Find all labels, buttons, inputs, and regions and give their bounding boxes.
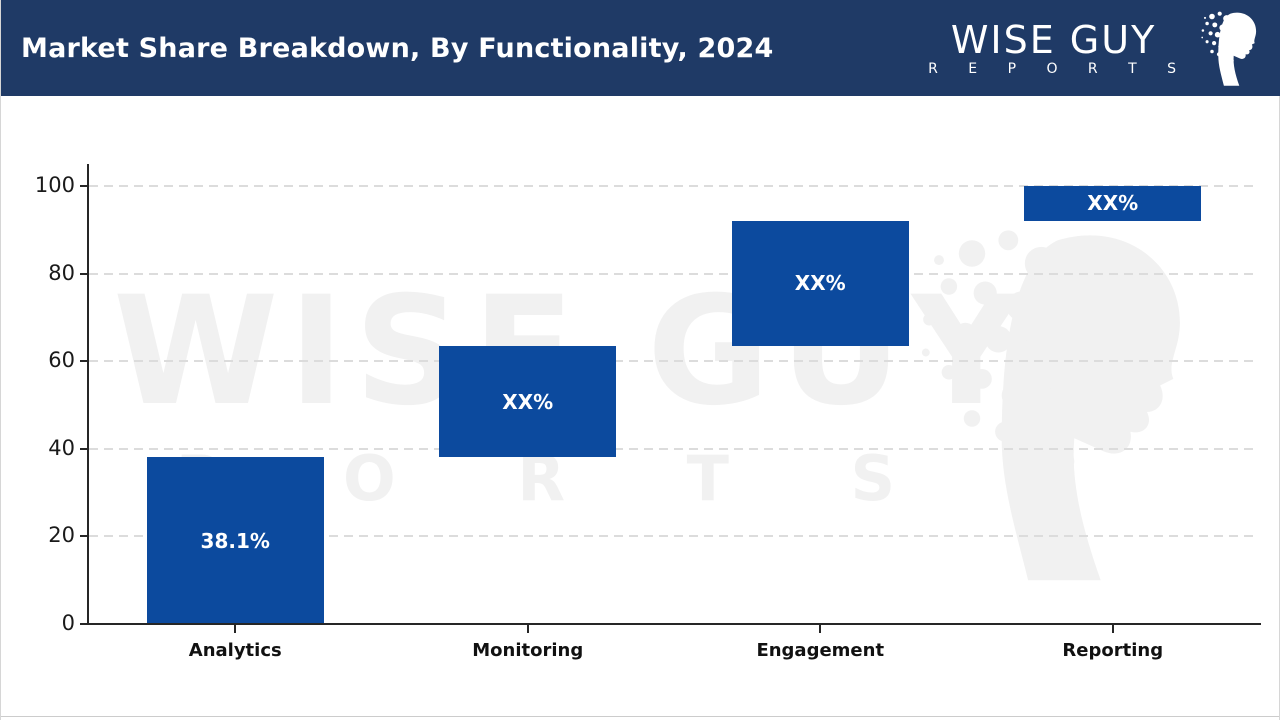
- bar-value-label: XX%: [502, 389, 554, 414]
- x-axis-line: [87, 623, 1261, 625]
- x-tick-label: Reporting: [1062, 640, 1164, 661]
- y-tick-mark: [80, 360, 87, 363]
- gridline: [89, 185, 1259, 187]
- y-tick-label: 80: [48, 260, 75, 285]
- bar-value-label: XX%: [1087, 191, 1139, 216]
- x-tick-mark: [819, 625, 822, 633]
- y-tick-label: 0: [61, 611, 75, 635]
- x-tick-label: Engagement: [756, 640, 885, 661]
- logo-subtitle: R E P O R T S: [928, 60, 1189, 77]
- gridline: [89, 272, 1259, 275]
- y-tick-label: 20: [48, 523, 75, 548]
- y-tick-mark: [80, 535, 87, 538]
- gridline: [89, 535, 1259, 538]
- y-tick-mark: [80, 447, 87, 450]
- bar: XX%: [439, 345, 617, 458]
- x-tick-mark: [234, 625, 237, 633]
- header-bar: Market Share Breakdown, By Functionality…: [1, 0, 1280, 96]
- bar-value-label: 38.1%: [200, 528, 270, 553]
- y-tick-label: 100: [34, 173, 75, 197]
- x-tick-mark: [1111, 625, 1114, 633]
- y-axis-line: [87, 164, 89, 625]
- gridline: [89, 360, 1259, 363]
- page-title: Market Share Breakdown, By Functionality…: [21, 32, 774, 64]
- wise-guy-logo: WISE GUY R E P O R T S: [918, 7, 1261, 89]
- bar: XX%: [731, 220, 909, 346]
- y-tick-mark: [80, 272, 87, 275]
- x-tick-label: Analytics: [188, 640, 282, 661]
- bar-value-label: XX%: [794, 271, 846, 296]
- logo-wordmark: WISE GUY: [950, 17, 1157, 62]
- gridline: [89, 447, 1259, 450]
- bottom-divider: [1, 716, 1279, 717]
- y-tick-label: 40: [48, 435, 75, 460]
- y-tick-mark: [80, 623, 87, 625]
- logo-text: WISE GUY R E P O R T S: [918, 20, 1189, 77]
- bar: XX%: [1024, 186, 1202, 221]
- y-tick-label: 60: [48, 348, 75, 373]
- plot-area: 38.1% XX% XX% XX%: [89, 164, 1259, 624]
- x-tick-label: Monitoring: [472, 640, 584, 661]
- bar: 38.1%: [146, 457, 324, 624]
- y-tick-mark: [80, 185, 87, 187]
- x-tick-mark: [526, 625, 529, 633]
- watermark-head-icon: [921, 230, 1180, 581]
- dotted-head-logo-icon: [1201, 11, 1257, 86]
